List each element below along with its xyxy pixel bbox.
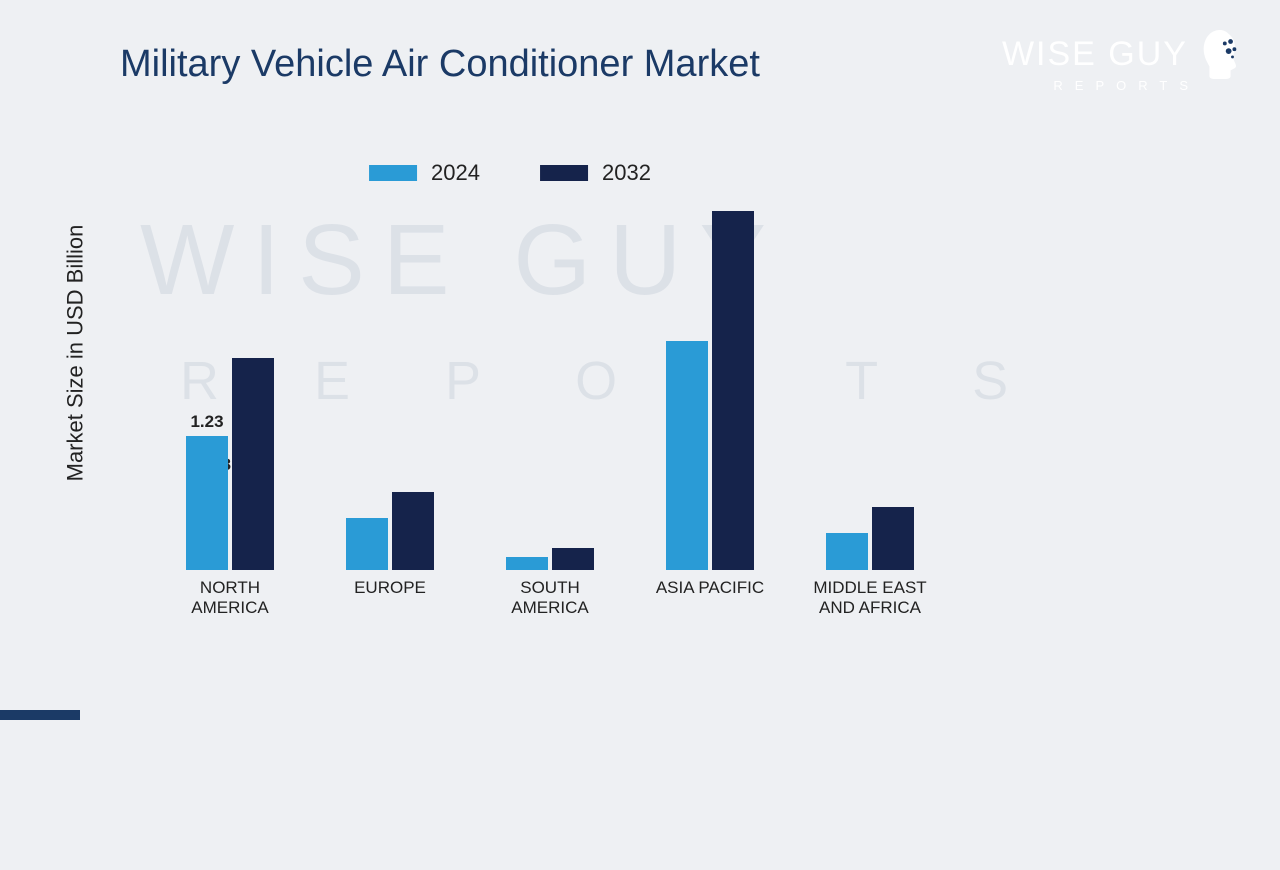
legend-item-2024: 2024 xyxy=(369,160,480,186)
legend-label-2032: 2032 xyxy=(602,160,651,186)
x-axis-label: EUROPE xyxy=(320,578,460,598)
x-axis-label: SOUTH AMERICA xyxy=(480,578,620,619)
bar-2032 xyxy=(872,507,914,570)
page-title: Military Vehicle Air Conditioner Market xyxy=(120,42,760,88)
bar-2024 xyxy=(346,518,388,570)
bar-value-label: 1.23 xyxy=(190,412,223,432)
bar-2032 xyxy=(392,492,434,570)
x-axis-label: MIDDLE EAST AND AFRICA xyxy=(800,578,940,619)
bar-2024 xyxy=(826,533,868,570)
bar-2024 xyxy=(506,557,548,570)
bar-group: 1.23NORTH AMERICA xyxy=(150,358,310,570)
bar-2032 xyxy=(712,211,754,570)
head-icon xyxy=(1196,28,1244,80)
plot-area: 1.23 1.23NORTH AMERICAEUROPESOUTH AMERIC… xyxy=(150,200,950,570)
legend-item-2032: 2032 xyxy=(540,160,651,186)
bar-group: EUROPE xyxy=(310,492,470,570)
legend-label-2024: 2024 xyxy=(431,160,480,186)
legend-swatch-2024 xyxy=(369,165,417,181)
x-axis-label: NORTH AMERICA xyxy=(160,578,300,619)
bar-2024 xyxy=(666,341,708,570)
brand-sub: REPORTS xyxy=(1002,78,1244,93)
bottom-accent-bar xyxy=(0,710,80,720)
bar-2032 xyxy=(232,358,274,570)
legend: 2024 2032 xyxy=(369,160,651,186)
y-axis-label: Market Size in USD Billion xyxy=(62,225,88,482)
brand-logo: WISE GUY REPORTS xyxy=(1002,28,1244,93)
bar-2024: 1.23 xyxy=(186,436,228,570)
bar-group: MIDDLE EAST AND AFRICA xyxy=(790,507,950,570)
bar-2032 xyxy=(552,548,594,570)
bar-group: SOUTH AMERICA xyxy=(470,548,630,570)
bar-group: ASIA PACIFIC xyxy=(630,211,790,570)
legend-swatch-2032 xyxy=(540,165,588,181)
chart: Market Size in USD Billion 2024 2032 1.2… xyxy=(60,160,960,640)
x-axis-label: ASIA PACIFIC xyxy=(640,578,780,598)
brand-name: WISE GUY xyxy=(1002,35,1188,74)
